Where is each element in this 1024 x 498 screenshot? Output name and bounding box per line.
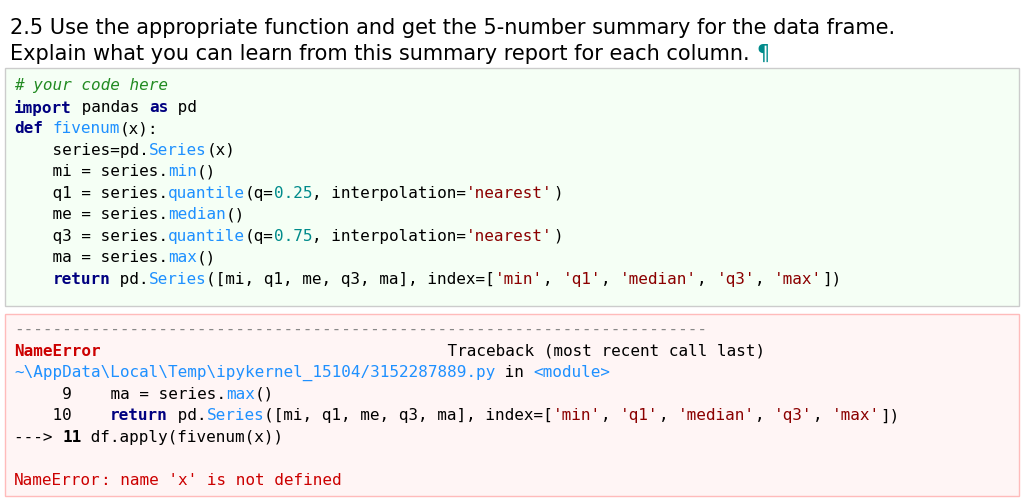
- Text: 'q3': 'q3': [717, 271, 755, 286]
- Text: ,: ,: [658, 408, 678, 423]
- Text: ([mi, q1, me, q3, ma], index=[: ([mi, q1, me, q3, ma], index=[: [207, 271, 496, 286]
- Text: ¶: ¶: [757, 44, 769, 64]
- Text: ,: ,: [697, 271, 717, 286]
- Text: df.apply(fivenum(x)): df.apply(fivenum(x)): [81, 429, 284, 445]
- Text: pd.: pd.: [111, 271, 148, 286]
- Text: <module>: <module>: [534, 365, 610, 380]
- Text: ,: ,: [813, 408, 833, 423]
- Text: # your code here: # your code here: [14, 78, 168, 93]
- Text: 'max': 'max': [774, 271, 822, 286]
- Text: ------------------------------------------------------------------------: ----------------------------------------…: [14, 322, 707, 337]
- Text: 'median': 'median': [678, 408, 755, 423]
- Text: 'q1': 'q1': [562, 271, 601, 286]
- Text: ([mi, q1, me, q3, ma], index=[: ([mi, q1, me, q3, ma], index=[: [264, 408, 553, 423]
- Text: 'max': 'max': [833, 408, 881, 423]
- Text: (x): (x): [207, 142, 236, 157]
- Text: me = series.: me = series.: [14, 207, 168, 222]
- Text: median: median: [168, 207, 225, 222]
- Text: ]): ]): [881, 408, 899, 423]
- Text: Explain what you can learn from this summary report for each column.: Explain what you can learn from this sum…: [10, 44, 757, 64]
- Text: series=pd.: series=pd.: [14, 142, 148, 157]
- Text: max: max: [225, 386, 255, 401]
- Text: 11: 11: [62, 429, 81, 445]
- Text: 2.5 Use the appropriate function and get the 5-number summary for the data frame: 2.5 Use the appropriate function and get…: [10, 18, 895, 38]
- Text: : name 'x' is not defined: : name 'x' is not defined: [100, 473, 341, 488]
- Text: mi = series.: mi = series.: [14, 164, 168, 179]
- Text: (): (): [197, 164, 216, 179]
- Text: ,: ,: [601, 271, 621, 286]
- Text: q1 = series.: q1 = series.: [14, 185, 168, 201]
- Text: ,: ,: [755, 271, 774, 286]
- Text: pd.: pd.: [168, 408, 207, 423]
- Text: --->: --->: [14, 429, 62, 445]
- Text: ,: ,: [544, 271, 562, 286]
- Text: (): (): [225, 207, 245, 222]
- Text: 'q3': 'q3': [774, 408, 813, 423]
- Text: Series: Series: [148, 142, 207, 157]
- Text: 'q1': 'q1': [621, 408, 658, 423]
- Text: in: in: [496, 365, 534, 380]
- Text: (q=: (q=: [245, 185, 273, 201]
- Text: ~\AppData\Local\Temp\ipykernel_15104/3152287889.py: ~\AppData\Local\Temp\ipykernel_15104/315…: [14, 365, 496, 381]
- Text: Traceback (most recent call last): Traceback (most recent call last): [100, 344, 765, 359]
- Text: 'nearest': 'nearest': [466, 229, 553, 244]
- Text: pandas: pandas: [72, 100, 148, 115]
- Text: fivenum: fivenum: [52, 121, 120, 136]
- Text: 0.25: 0.25: [273, 185, 312, 201]
- Text: 'min': 'min': [496, 271, 544, 286]
- Text: import: import: [14, 100, 72, 116]
- Text: q3 = series.: q3 = series.: [14, 229, 168, 244]
- Text: , interpolation=: , interpolation=: [312, 229, 466, 244]
- Text: min: min: [168, 164, 197, 179]
- Text: max: max: [168, 250, 197, 265]
- Text: (): (): [197, 250, 216, 265]
- Text: NameError: NameError: [14, 473, 100, 488]
- Text: ]): ]): [822, 271, 842, 286]
- Text: ma = series.: ma = series.: [14, 250, 168, 265]
- Text: ): ): [553, 185, 562, 201]
- Text: 9: 9: [14, 386, 72, 401]
- Text: as: as: [148, 100, 168, 115]
- Text: 'median': 'median': [621, 271, 697, 286]
- Text: , interpolation=: , interpolation=: [312, 185, 466, 201]
- Text: quantile: quantile: [168, 229, 245, 244]
- Text: ,: ,: [755, 408, 774, 423]
- Text: def: def: [14, 121, 43, 136]
- Text: 'nearest': 'nearest': [466, 185, 553, 201]
- Text: (): (): [255, 386, 273, 401]
- Text: 0.75: 0.75: [273, 229, 312, 244]
- Text: 'min': 'min': [553, 408, 601, 423]
- Text: ): ): [553, 229, 562, 244]
- Text: (x):: (x):: [120, 121, 159, 136]
- Text: Series: Series: [148, 271, 207, 286]
- Text: 10: 10: [14, 408, 72, 423]
- FancyBboxPatch shape: [5, 68, 1019, 306]
- Text: (q=: (q=: [245, 229, 273, 244]
- Text: pd: pd: [168, 100, 197, 115]
- Text: Series: Series: [207, 408, 264, 423]
- FancyBboxPatch shape: [5, 314, 1019, 496]
- Text: return: return: [52, 271, 111, 286]
- Text: NameError: NameError: [14, 344, 100, 359]
- Text: ma = series.: ma = series.: [72, 386, 225, 401]
- Text: return: return: [111, 408, 168, 423]
- Text: quantile: quantile: [168, 185, 245, 201]
- Text: ,: ,: [601, 408, 621, 423]
